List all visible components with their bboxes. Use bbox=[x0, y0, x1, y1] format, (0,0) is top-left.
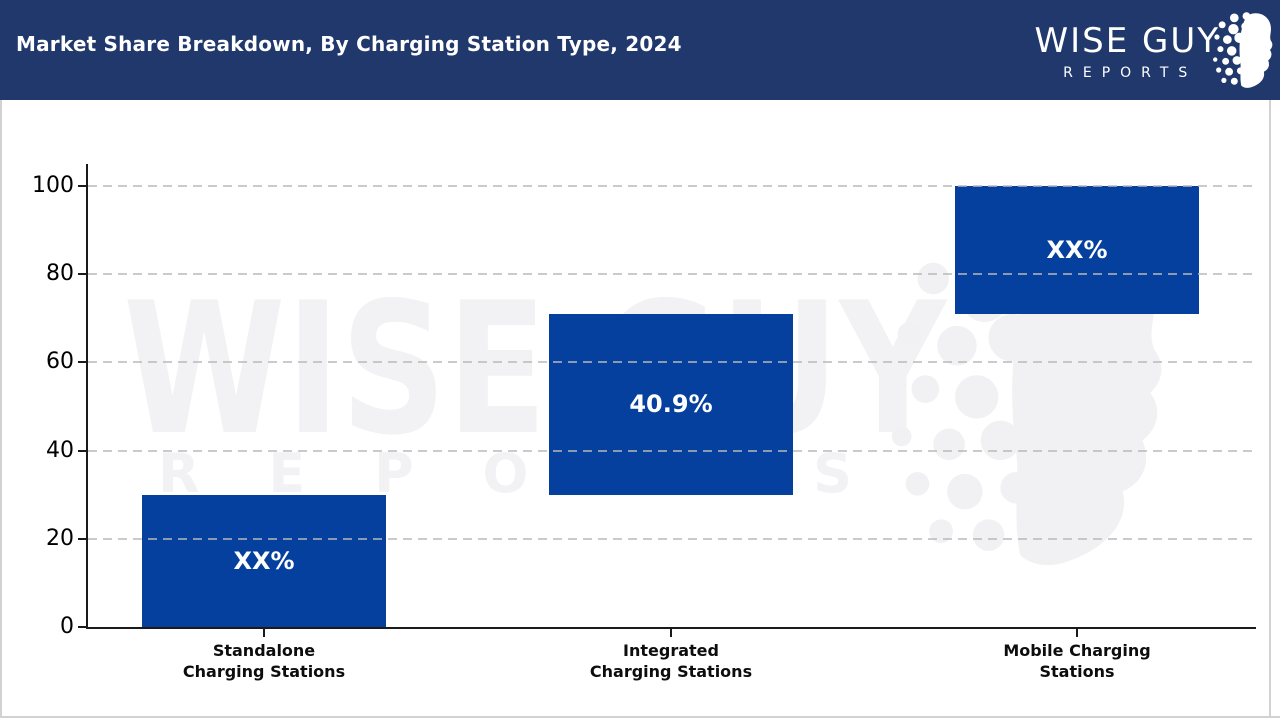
gridline-80 bbox=[88, 273, 1253, 276]
logo-wiseguy-text: WISE GUY bbox=[1034, 20, 1220, 61]
x-tick-mark bbox=[263, 629, 265, 637]
bar-segment: 40.9% bbox=[549, 314, 793, 495]
y-tick-label-100: 100 bbox=[32, 173, 74, 198]
bar-value-label: 40.9% bbox=[629, 390, 713, 419]
y-tick-label-0: 0 bbox=[60, 614, 74, 639]
y-tick-label-40: 40 bbox=[46, 437, 74, 463]
x-category-label: Integrated Charging Stations bbox=[589, 641, 753, 681]
y-tick-mark-40 bbox=[78, 449, 87, 452]
x-category-label: Mobile Charging Stations bbox=[1003, 641, 1151, 681]
y-tick-mark-100 bbox=[78, 185, 87, 187]
gridline-100 bbox=[88, 185, 1253, 187]
x-axis-line bbox=[86, 627, 1256, 629]
wiseguy-logo: WISE GUY REPORTS bbox=[1034, 6, 1276, 94]
x-tick-mark bbox=[1076, 629, 1078, 637]
x-category-label: Standalone Charging Stations bbox=[182, 641, 346, 681]
bar-value-label: XX% bbox=[1046, 235, 1108, 264]
y-tick-mark-0 bbox=[78, 626, 87, 628]
bar-segment: XX% bbox=[955, 186, 1199, 314]
gridline-40 bbox=[88, 449, 1253, 452]
logo-reports-text: REPORTS bbox=[1063, 64, 1198, 81]
figure-bottom-border bbox=[0, 716, 1280, 718]
header-band: Market Share Breakdown, By Charging Stat… bbox=[0, 0, 1280, 100]
y-tick-mark-60 bbox=[78, 361, 87, 364]
bar-segment: XX% bbox=[142, 494, 386, 627]
y-tick-label-60: 60 bbox=[46, 349, 74, 375]
y-tick-mark-80 bbox=[78, 273, 87, 276]
figure-frame bbox=[0, 100, 1271, 716]
gridline-60 bbox=[88, 361, 1253, 364]
gridline-20 bbox=[88, 537, 1253, 540]
bar-value-label: XX% bbox=[233, 546, 295, 575]
x-tick-mark bbox=[670, 629, 672, 637]
y-tick-label-20: 20 bbox=[46, 525, 74, 551]
chart-title: Market Share Breakdown, By Charging Stat… bbox=[16, 32, 682, 56]
y-tick-mark-20 bbox=[78, 537, 87, 540]
watermark-wiseguy-text: WISE GUY bbox=[123, 263, 947, 475]
y-axis-line bbox=[86, 164, 88, 629]
y-tick-label-80: 80 bbox=[46, 261, 74, 287]
logo-text: WISE GUY REPORTS bbox=[1034, 19, 1220, 82]
